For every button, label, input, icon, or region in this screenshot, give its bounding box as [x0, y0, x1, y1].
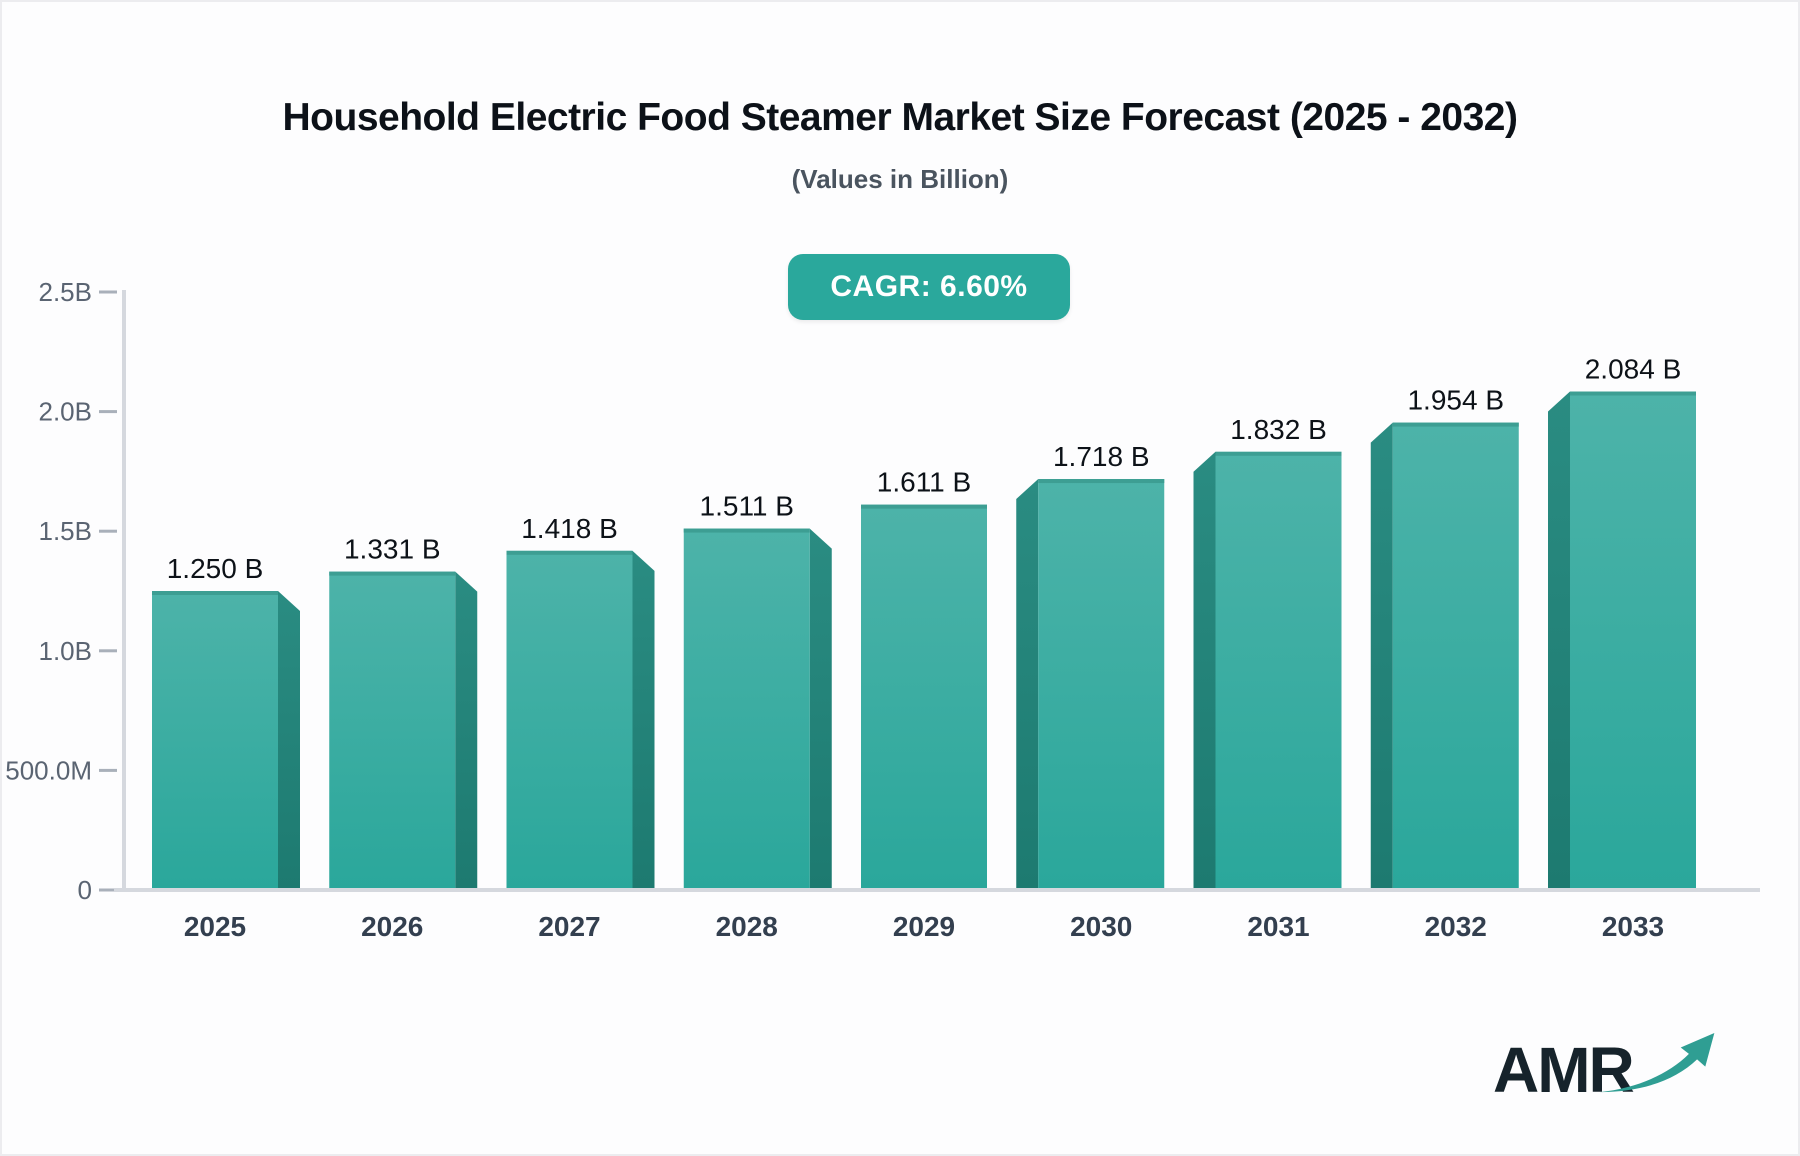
y-axis-tick-label: 0: [78, 875, 92, 905]
bar-top-edge: [152, 591, 278, 595]
y-axis-tick-label: 2.5B: [39, 277, 93, 307]
x-axis-label: 2031: [1247, 911, 1309, 942]
bar-value-label: 1.511 B: [700, 491, 794, 522]
y-axis-tick-label: 1.5B: [39, 516, 93, 546]
x-axis-label: 2026: [361, 911, 423, 942]
amr-logo-text: AMR: [1493, 1034, 1635, 1106]
bar-top-edge: [329, 571, 456, 576]
y-axis-tick: [99, 410, 117, 414]
x-axis-label: 2030: [1070, 911, 1132, 942]
y-axis-tick-label: 500.0M: [5, 755, 92, 785]
y-axis-tick: [99, 888, 117, 892]
x-axis-label: 2033: [1602, 911, 1664, 942]
cagr-badge: CAGR: 6.60%: [788, 254, 1070, 320]
x-axis-label: 2029: [893, 911, 955, 942]
bar-value-label: 1.954 B: [1407, 385, 1504, 416]
chart-subtitle: (Values in Billion): [791, 164, 1009, 194]
bar-2033: [1570, 391, 1696, 890]
bar-top-edge: [1392, 422, 1519, 427]
y-axis-tick: [99, 649, 117, 653]
bar-2026: [329, 571, 456, 890]
bar-side-face: [455, 571, 478, 890]
bar-value-label: 1.832 B: [1230, 414, 1327, 445]
bar-value-label: 1.718 B: [1053, 441, 1150, 472]
y-axis-tick-label: 1.0B: [39, 636, 93, 666]
bar-2025: [152, 591, 278, 890]
bar-2031: [1215, 451, 1342, 890]
bar-2027: [506, 550, 633, 890]
amr-logo: AMR: [1493, 1032, 1718, 1104]
bar-side-face: [809, 528, 832, 890]
bar-side-face: [1548, 391, 1570, 890]
y-axis-line: [122, 290, 126, 892]
chart-title: Household Electric Food Steamer Market S…: [282, 96, 1518, 139]
cagr-badge-label: CAGR: 6.60%: [830, 270, 1028, 303]
bar-value-label: 1.331 B: [344, 534, 441, 565]
bar-top-edge: [506, 550, 633, 555]
bar-side-face: [1193, 451, 1216, 890]
y-axis-tick: [99, 529, 117, 533]
y-axis-tick-label: 2.0B: [39, 397, 93, 427]
bar-side-face: [1016, 479, 1039, 890]
bar-value-label: 1.611 B: [877, 467, 971, 498]
bar-top-edge: [1570, 391, 1696, 396]
y-axis-tick: [99, 290, 117, 294]
growth-arrow-icon: [1599, 1033, 1715, 1093]
y-axis-tick: [99, 768, 117, 772]
x-axis-label: 2032: [1425, 911, 1487, 942]
x-axis-line: [114, 888, 1760, 892]
bar-side-face: [278, 591, 300, 890]
x-axis-label: 2025: [184, 911, 246, 942]
bar-value-label: 2.084 B: [1585, 354, 1682, 385]
bar-value-label: 1.418 B: [521, 513, 618, 544]
bar-2028: [683, 528, 810, 890]
x-axis-label: 2027: [538, 911, 600, 942]
x-axis-label: 2028: [716, 911, 778, 942]
bar-top-edge: [1215, 451, 1342, 456]
bar-top-edge: [1038, 479, 1165, 484]
bar-side-face: [1370, 422, 1393, 890]
bar-top-edge: [861, 504, 987, 509]
bar-side-face: [632, 550, 655, 890]
bar-2032: [1392, 422, 1519, 890]
bar-2029: [861, 504, 987, 890]
bar-2030: [1038, 479, 1165, 890]
bar-value-label: 1.250 B: [167, 553, 264, 584]
bar-top-edge: [683, 528, 810, 533]
